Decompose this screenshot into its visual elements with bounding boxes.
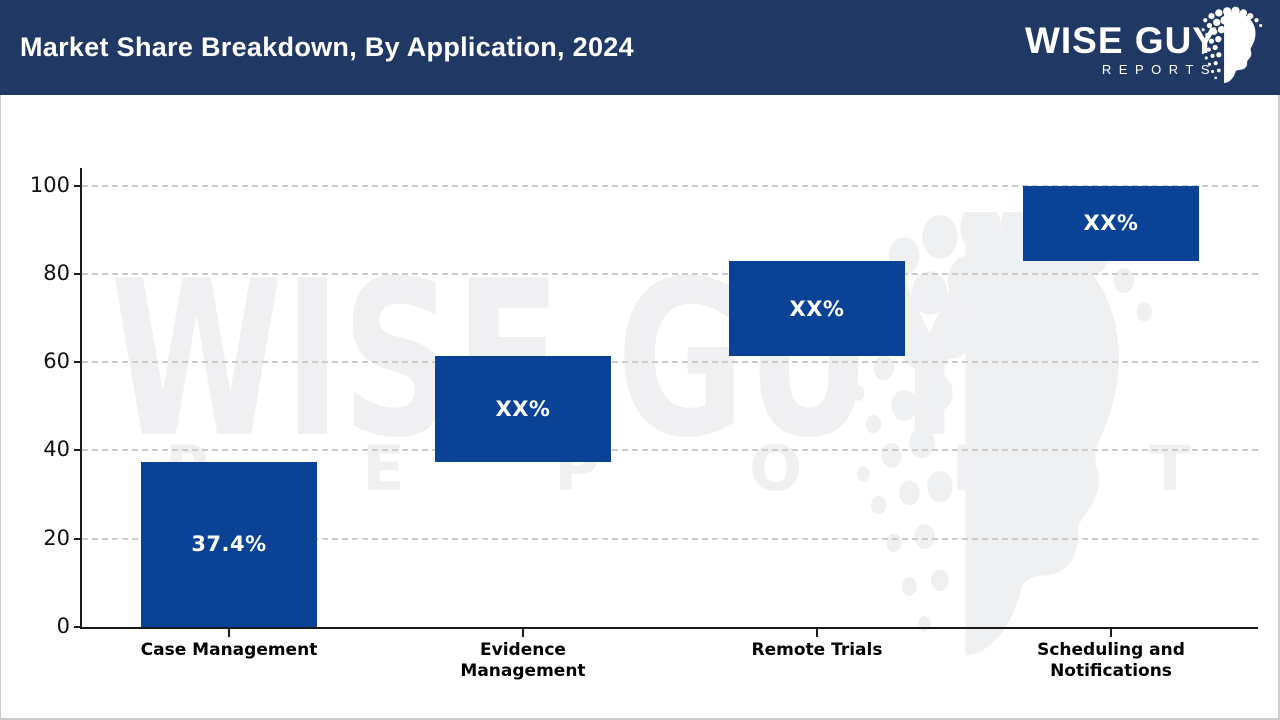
y-tick-label: 80 [43, 260, 70, 285]
brand-subtitle: REPORTS [1101, 62, 1217, 77]
x-axis-tick [816, 629, 818, 637]
y-tick-label: 40 [43, 437, 70, 462]
y-tick-label: 100 [29, 172, 70, 197]
brand-name: WISE GUY [1024, 20, 1218, 61]
x-tick-label: Scheduling and Notifications [971, 640, 1251, 681]
y-tick-label: 60 [43, 349, 70, 374]
y-axis-tick [74, 272, 82, 275]
gridline-y-60 [82, 361, 1258, 364]
brand-logo-text: WISE GUY REPORTS [1025, 22, 1218, 76]
y-tick-label: 0 [56, 614, 70, 638]
gridline-y-20 [82, 537, 1258, 540]
header-bar: Market Share Breakdown, By Application, … [0, 0, 1280, 95]
brand-head-dots-icon [1200, 6, 1263, 84]
gridline-y-80 [82, 272, 1258, 275]
x-tick-label-line: Case Management [140, 640, 318, 660]
x-tick-label: Case Management [89, 640, 369, 661]
bar-value-label: 37.4% [191, 532, 267, 557]
brand-logo: WISE GUY REPORTS [1024, 0, 1274, 95]
y-axis-tick [74, 361, 82, 364]
x-tick-label-line: Evidence [480, 640, 566, 660]
x-tick-label: Evidence Management [383, 640, 663, 681]
x-tick-label-line: Notifications [1050, 660, 1172, 681]
x-axis-tick [522, 629, 524, 637]
x-tick-label-line: Scheduling and [1037, 640, 1185, 660]
x-tick-label-line: Remote Trials [751, 640, 883, 660]
x-axis [80, 627, 1258, 629]
bar-2: XX% [435, 356, 611, 462]
gridline-y-40 [82, 449, 1258, 452]
gridline-y-100 [82, 184, 1258, 187]
x-axis-tick [1110, 629, 1112, 637]
y-tick-label: 20 [43, 525, 70, 550]
bar-3: XX% [729, 260, 905, 357]
bar-value-label: XX% [789, 296, 845, 321]
y-axis-tick [74, 626, 82, 628]
x-tick-label: Remote Trials [677, 640, 957, 661]
y-axis-tick [74, 184, 82, 187]
x-axis-tick [228, 629, 230, 637]
bar-value-label: XX% [1083, 211, 1139, 236]
y-axis-tick [74, 449, 82, 452]
bar-value-label: XX% [495, 397, 551, 422]
y-axis-tick [74, 537, 82, 540]
bar-4: XX% [1023, 185, 1199, 261]
page-title: Market Share Breakdown, By Application, … [20, 32, 634, 62]
bar-1: 37.4% [141, 461, 317, 627]
y-axis [80, 168, 82, 629]
x-tick-label-line: Management [460, 660, 586, 681]
